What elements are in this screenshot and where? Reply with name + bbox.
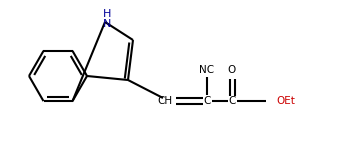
Text: N: N — [103, 19, 111, 29]
Text: C: C — [203, 96, 211, 106]
Text: NC: NC — [199, 65, 215, 75]
Text: OEt: OEt — [276, 96, 295, 106]
Text: C: C — [228, 96, 236, 106]
Text: H: H — [103, 9, 111, 19]
Text: O: O — [228, 65, 236, 75]
Text: CH: CH — [157, 96, 173, 106]
